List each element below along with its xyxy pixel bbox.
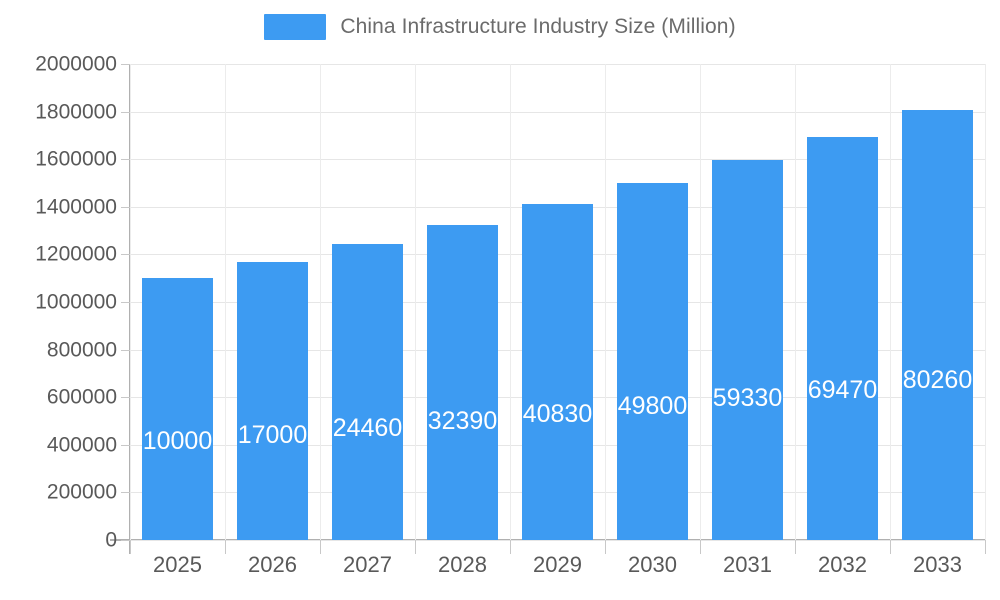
vertical-gridline [605,64,606,540]
y-tick-label: 1200000 [35,242,117,266]
x-tick-label: 2032 [818,552,867,577]
legend-color-swatch [264,14,327,40]
chart-legend: China Infrastructure Industry Size (Mill… [0,14,1000,40]
bar[interactable] [901,110,974,540]
y-tick-mark [121,444,130,446]
y-tick-mark [121,540,130,541]
bar-value-label: 40830 [522,400,593,429]
x-tick-mark [890,540,891,554]
y-tick-mark [121,206,130,208]
y-tick-mark [121,349,130,351]
gridline [130,64,985,65]
bar-value-label: 49800 [617,392,688,421]
x-tick-label: 2030 [628,552,677,577]
y-tick-label: 1800000 [35,100,117,124]
y-tick-mark [121,111,130,113]
bar-group[interactable]: 32390 [426,64,499,540]
bar[interactable] [616,183,689,540]
x-tick-mark [700,540,701,554]
vertical-gridline [795,64,796,540]
x-tick-label: 2033 [913,552,962,577]
x-tick-mark [795,540,796,554]
bar-value-label: 32390 [427,407,498,436]
x-tick-label: 2027 [343,552,392,577]
vertical-gridline [320,64,321,540]
gridline [130,111,985,113]
x-tick-label: 2029 [533,552,582,577]
legend-label: China Infrastructure Industry Size (Mill… [340,15,736,38]
y-tick-mark [121,302,130,303]
vertical-gridline [510,64,511,540]
y-tick-label: 400000 [46,433,117,457]
y-tick-label: 200000 [46,480,117,504]
x-tick-mark [130,540,131,554]
bar[interactable] [141,278,214,540]
y-tick-mark [121,397,130,399]
bar[interactable] [806,136,879,540]
vertical-gridline [130,64,131,540]
bar-group[interactable]: 10000 [141,64,214,540]
y-tick-mark [121,254,130,256]
bar[interactable] [521,204,594,540]
y-tick-label: 0 [105,528,117,552]
y-tick-label: 1400000 [35,195,117,219]
bar-group[interactable]: 24460 [331,64,404,540]
bar[interactable] [236,261,309,540]
y-tick-label: 800000 [46,338,117,362]
bar-group[interactable]: 80260 [901,64,974,540]
bar[interactable] [331,243,404,540]
y-tick-label: 2000000 [35,52,117,76]
bar-value-label: 80260 [902,366,973,395]
gridline [130,159,985,161]
bar-value-label: 59330 [712,384,783,413]
x-tick-mark [605,540,606,554]
x-tick-mark [985,540,986,554]
x-tick-label: 2028 [438,552,487,577]
bar-group[interactable]: 49800 [616,64,689,540]
y-tick-label: 600000 [46,385,117,409]
x-tick-mark [415,540,416,554]
bar-group[interactable]: 59330 [711,64,784,540]
x-tick-label: 2026 [248,552,297,577]
x-tick-label: 2025 [153,552,202,577]
y-tick-mark [121,64,130,65]
bar-value-label: 17000 [237,420,308,449]
plot-area: 0 200000 400000 600000 800000 1000000 1200000 1… [35,54,986,551]
bar[interactable] [711,160,784,540]
bar-value-label: 10000 [142,426,213,455]
y-tick-label: 1000000 [35,290,117,314]
vertical-gridline [985,64,986,540]
vertical-gridline [700,64,701,540]
bar[interactable] [426,224,499,540]
bar-group[interactable]: 69470 [806,64,879,540]
y-tick-mark [121,492,130,494]
x-tick-label: 2031 [723,552,772,577]
vertical-gridline [890,64,891,540]
vertical-gridline [225,64,226,540]
x-tick-mark [320,540,321,554]
y-tick-label: 1600000 [35,147,117,171]
x-tick-mark [225,540,226,554]
vertical-gridline [415,64,416,540]
bar-group[interactable]: 40830 [521,64,594,540]
x-tick-mark [510,540,511,554]
y-tick-mark [121,159,130,161]
bar-value-label: 24460 [332,414,403,443]
bar-group[interactable]: 17000 [236,64,309,540]
bar-value-label: 69470 [807,375,878,404]
gridline [130,540,985,541]
